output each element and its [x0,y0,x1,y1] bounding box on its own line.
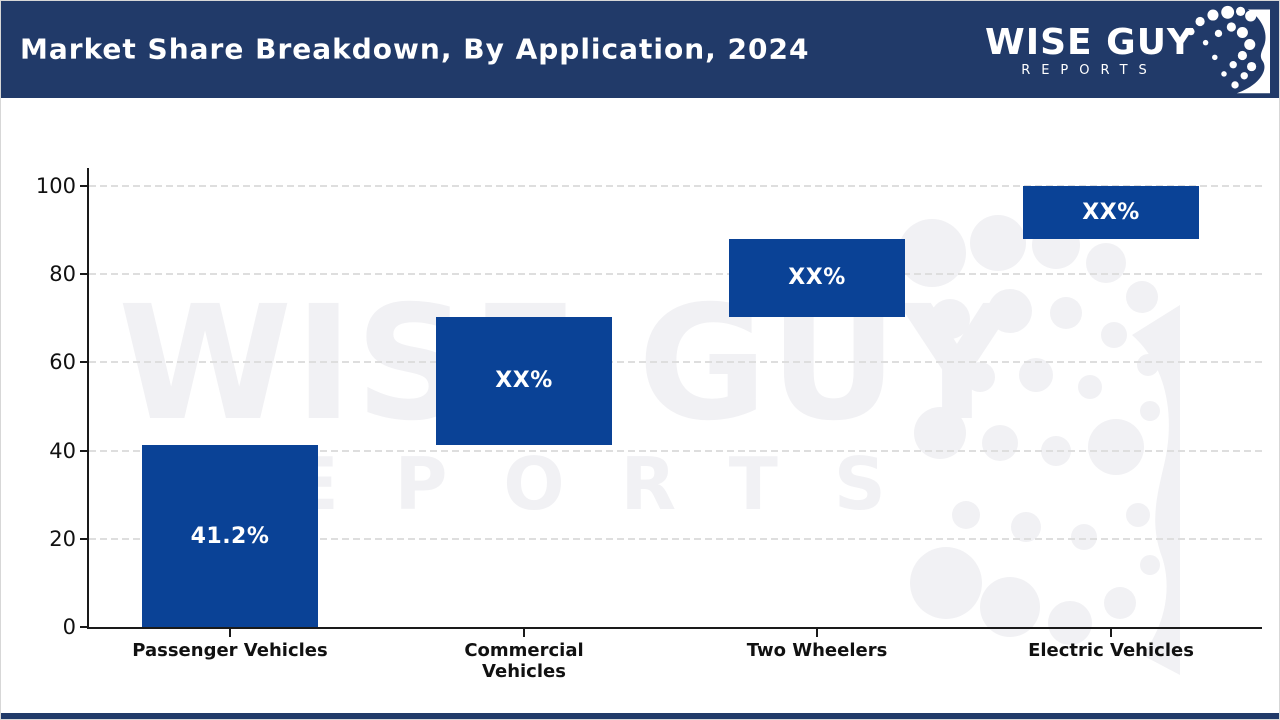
brand-logo-text: WISE GUY REPORTS [984,22,1194,79]
x-axis-category-label: Electric Vehicles [1028,640,1194,661]
x-axis-tick [523,629,525,637]
y-axis-tick-label: 80 [49,262,76,287]
brand-name: WISE GUY [984,22,1194,63]
bar-segment: XX% [729,239,905,317]
y-axis-tick-label: 20 [49,526,76,551]
brand-logo: WISE GUY REPORTS [985,0,1272,98]
y-axis-tick [80,449,88,452]
bar-segment: XX% [1023,186,1199,240]
y-axis-tick [80,537,88,540]
chart-title: Market Share Breakdown, By Application, … [20,32,810,66]
gridline [89,449,1262,452]
bar-value-label: XX% [1082,200,1140,226]
y-axis-tick [80,361,88,364]
x-axis-category-label: Commercial Vehicles [464,640,584,682]
footer-bar [0,713,1280,720]
gridline [89,537,1262,540]
bar-segment: 41.2% [142,445,318,627]
y-axis-tick [80,626,88,628]
x-axis-tick [1110,629,1112,637]
y-axis-tick [80,185,88,187]
x-axis-category-label: Passenger Vehicles [132,640,328,661]
y-axis-tick-label: 60 [49,350,76,375]
x-axis-tick [816,629,818,637]
brand-subname: REPORTS [1021,63,1158,78]
y-axis-tick-label: 40 [49,438,76,463]
x-axis-line [87,627,1262,629]
gridline [89,185,1262,187]
y-axis-tick [80,273,88,276]
brand-face-dots-icon [1187,5,1270,94]
header-bar: Market Share Breakdown, By Application, … [0,0,1280,98]
bar-segment: XX% [436,316,612,446]
watermark-face-dots-icon [898,215,1180,675]
y-axis-line [87,168,89,629]
bar-value-label: 41.2% [190,523,270,549]
bar-value-label: XX% [495,368,553,394]
x-axis-tick [229,629,231,637]
y-axis-tick-label: 0 [62,615,76,639]
x-axis-category-label: Two Wheelers [746,640,888,661]
gridline [89,361,1262,364]
gridline [89,273,1262,276]
y-axis-tick-label: 100 [35,174,76,198]
bar-value-label: XX% [788,265,846,291]
